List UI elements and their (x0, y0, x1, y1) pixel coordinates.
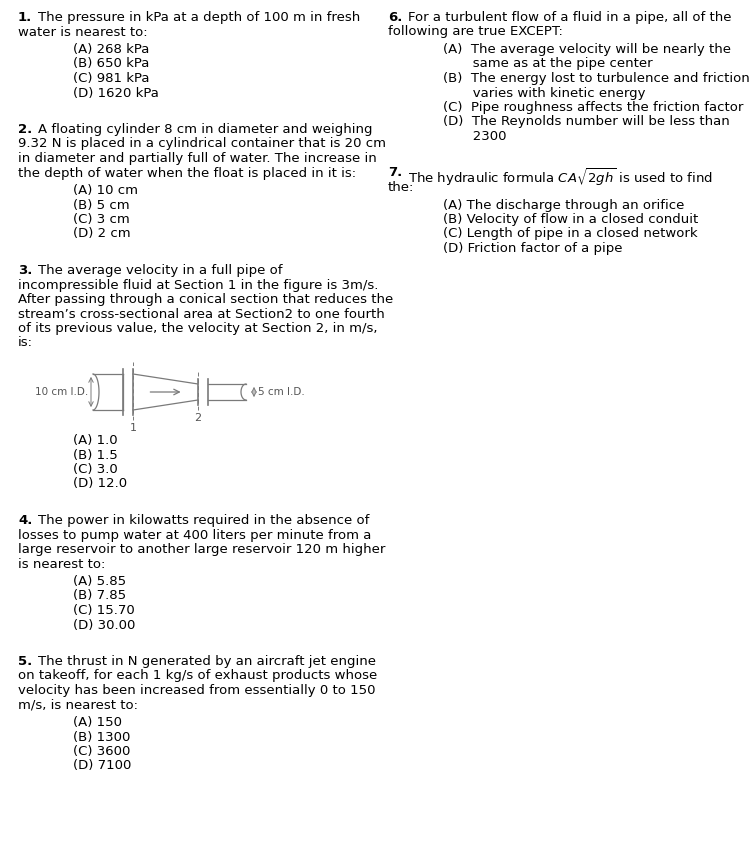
Text: is nearest to:: is nearest to: (18, 557, 105, 570)
Text: (D) 7100: (D) 7100 (73, 759, 132, 773)
Text: (C) 981 kPa: (C) 981 kPa (73, 72, 150, 85)
Text: (D) 12.0: (D) 12.0 (73, 477, 127, 490)
Text: (A) 10 cm: (A) 10 cm (73, 184, 138, 197)
Text: large reservoir to another large reservoir 120 m higher: large reservoir to another large reservo… (18, 543, 385, 556)
Text: following are true EXCEPT:: following are true EXCEPT: (388, 26, 563, 38)
Text: water is nearest to:: water is nearest to: (18, 26, 147, 38)
Text: The power in kilowatts required in the absence of: The power in kilowatts required in the a… (38, 514, 369, 527)
Text: (B) 650 kPa: (B) 650 kPa (73, 58, 150, 71)
Text: (B) 5 cm: (B) 5 cm (73, 198, 129, 212)
Text: The pressure in kPa at a depth of 100 m in fresh: The pressure in kPa at a depth of 100 m … (38, 11, 360, 24)
Text: 10 cm I.D.: 10 cm I.D. (35, 387, 88, 397)
Text: incompressible fluid at Section 1 in the figure is 3m/s.: incompressible fluid at Section 1 in the… (18, 278, 378, 292)
Text: stream’s cross-sectional area at Section2 to one fourth: stream’s cross-sectional area at Section… (18, 307, 385, 321)
Text: 2300: 2300 (443, 130, 507, 143)
Text: (D) 30.00: (D) 30.00 (73, 619, 135, 631)
Text: After passing through a conical section that reduces the: After passing through a conical section … (18, 293, 393, 306)
Text: The hydraulic formula $CA\sqrt{2gh}$ is used to find: The hydraulic formula $CA\sqrt{2gh}$ is … (408, 167, 713, 188)
Text: (C) 3 cm: (C) 3 cm (73, 213, 130, 226)
Text: (C) 3.0: (C) 3.0 (73, 463, 118, 476)
Text: (B) 1300: (B) 1300 (73, 730, 130, 744)
Text: (B) 1.5: (B) 1.5 (73, 448, 118, 461)
Text: (A)  The average velocity will be nearly the: (A) The average velocity will be nearly … (443, 43, 731, 56)
Text: losses to pump water at 400 liters per minute from a: losses to pump water at 400 liters per m… (18, 528, 371, 541)
Text: The thrust in N generated by an aircraft jet engine: The thrust in N generated by an aircraft… (38, 655, 376, 668)
Text: of its previous value, the velocity at Section 2, in m/s,: of its previous value, the velocity at S… (18, 322, 378, 335)
Text: For a turbulent flow of a fluid in a pipe, all of the: For a turbulent flow of a fluid in a pip… (408, 11, 732, 24)
Text: (C) Length of pipe in a closed network: (C) Length of pipe in a closed network (443, 227, 698, 241)
Text: on takeoff, for each 1 kg/s of exhaust products whose: on takeoff, for each 1 kg/s of exhaust p… (18, 670, 378, 683)
Text: 9.32 N is placed in a cylindrical container that is 20 cm: 9.32 N is placed in a cylindrical contai… (18, 138, 386, 151)
Text: 4.: 4. (18, 514, 32, 527)
Text: (A) 268 kPa: (A) 268 kPa (73, 43, 150, 56)
Text: the:: the: (388, 181, 414, 194)
Text: 1.: 1. (18, 11, 32, 24)
Text: 2.: 2. (18, 123, 32, 136)
Text: 3.: 3. (18, 264, 32, 277)
Text: is:: is: (18, 336, 33, 350)
Text: in diameter and partially full of water. The increase in: in diameter and partially full of water.… (18, 152, 377, 165)
Text: (C) 3600: (C) 3600 (73, 745, 130, 758)
Text: m/s, is nearest to:: m/s, is nearest to: (18, 699, 138, 711)
Text: (A) 5.85: (A) 5.85 (73, 575, 126, 588)
Text: (B) Velocity of flow in a closed conduit: (B) Velocity of flow in a closed conduit (443, 213, 699, 226)
Text: (B)  The energy lost to turbulence and friction: (B) The energy lost to turbulence and fr… (443, 72, 750, 85)
Text: The average velocity in a full pipe of: The average velocity in a full pipe of (38, 264, 283, 277)
Text: (C) 15.70: (C) 15.70 (73, 604, 135, 617)
Text: (D) 1620 kPa: (D) 1620 kPa (73, 87, 159, 100)
Text: the depth of water when the float is placed in it is:: the depth of water when the float is pla… (18, 167, 356, 180)
Text: 5.: 5. (18, 655, 32, 668)
Text: A floating cylinder 8 cm in diameter and weighing: A floating cylinder 8 cm in diameter and… (38, 123, 372, 136)
Text: (A) The discharge through an orifice: (A) The discharge through an orifice (443, 198, 684, 212)
Text: 5 cm I.D.: 5 cm I.D. (258, 387, 305, 397)
Text: 1: 1 (129, 423, 137, 433)
Text: 7.: 7. (388, 167, 402, 180)
Text: varies with kinetic energy: varies with kinetic energy (443, 87, 645, 100)
Text: (B) 7.85: (B) 7.85 (73, 590, 126, 603)
Text: (D)  The Reynolds number will be less than: (D) The Reynolds number will be less tha… (443, 116, 729, 129)
Text: (A) 150: (A) 150 (73, 716, 122, 729)
Text: (A) 1.0: (A) 1.0 (73, 434, 117, 447)
Text: (C)  Pipe roughness affects the friction factor: (C) Pipe roughness affects the friction … (443, 101, 744, 114)
Text: same as at the pipe center: same as at the pipe center (443, 58, 653, 71)
Text: 6.: 6. (388, 11, 402, 24)
Text: velocity has been increased from essentially 0 to 150: velocity has been increased from essenti… (18, 684, 375, 697)
Text: (D) 2 cm: (D) 2 cm (73, 227, 131, 241)
Text: (D) Friction factor of a pipe: (D) Friction factor of a pipe (443, 242, 623, 255)
Text: 2: 2 (195, 413, 202, 423)
